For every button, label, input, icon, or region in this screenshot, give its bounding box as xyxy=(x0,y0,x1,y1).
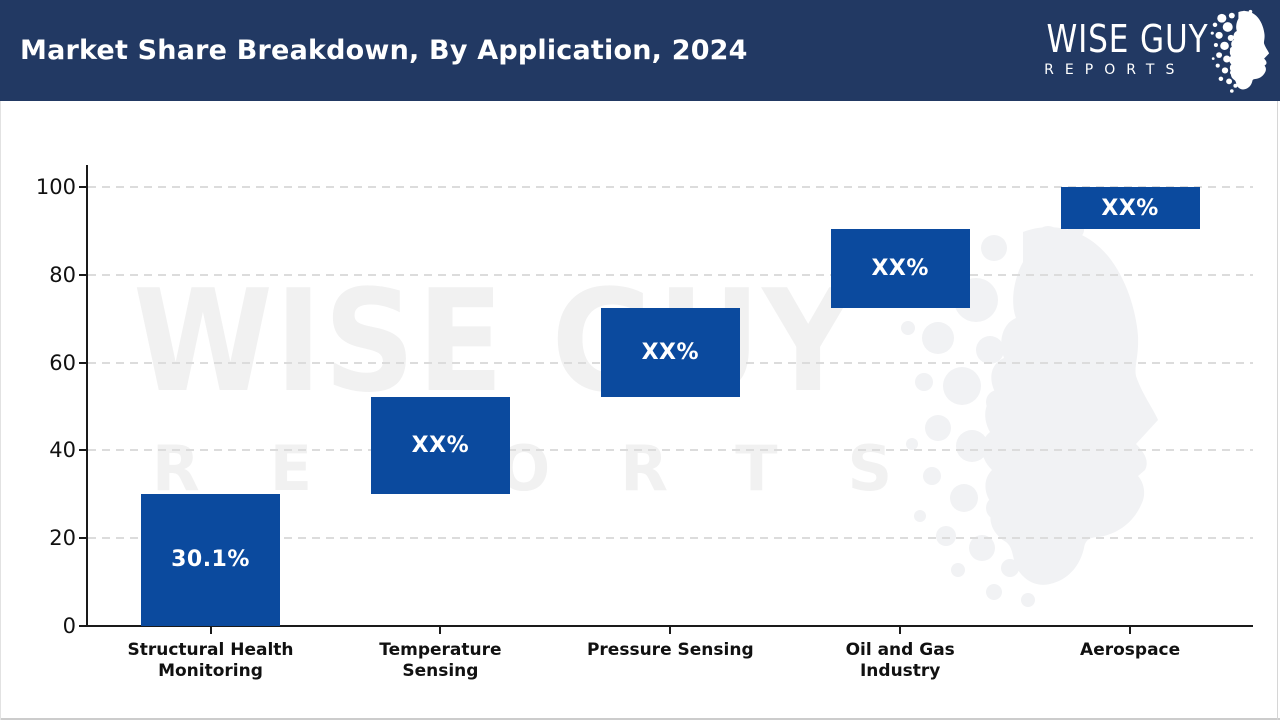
gridline-y-40 xyxy=(88,449,1253,452)
page-bottom-border xyxy=(0,718,1280,720)
y-tick-label: 40 xyxy=(49,438,76,463)
bar-1: 30.1% xyxy=(141,493,280,626)
bar-value-label: XX% xyxy=(641,339,700,365)
watermark-face-icon xyxy=(901,222,1158,607)
bar-4: XX% xyxy=(830,229,970,309)
logo-subtext: REPORTS xyxy=(1044,62,1186,78)
x-tick-label-line: Structural Health xyxy=(127,640,294,660)
x-tick-label-line: Oil and Gas xyxy=(845,640,955,660)
y-tick-label: 20 xyxy=(49,526,76,551)
y-tick-mark xyxy=(79,361,88,364)
gridline-y-20 xyxy=(88,537,1253,540)
x-tick-label-line: Temperature xyxy=(379,640,502,660)
x-tick-label: Structural Health Monitoring xyxy=(91,640,331,682)
page-left-border xyxy=(0,101,1,720)
bar-5: XX% xyxy=(1060,187,1200,230)
x-tick-label: Aerospace xyxy=(1010,640,1250,661)
x-tick-label: Pressure Sensing xyxy=(550,640,790,661)
x-tick-label: Oil and Gas Industry xyxy=(780,640,1020,682)
gridline-y-80 xyxy=(88,273,1253,276)
y-tick-mark xyxy=(79,186,88,188)
y-axis-spine xyxy=(86,165,88,627)
x-tick-mark xyxy=(669,627,672,634)
y-tick-label: 80 xyxy=(49,262,76,287)
page-title: Market Share Breakdown, By Application, … xyxy=(20,35,748,66)
y-tick-mark xyxy=(79,625,88,627)
brand-logo: WISE GUY REPORTS xyxy=(1006,0,1276,101)
x-tick-mark xyxy=(209,627,212,634)
x-axis-spine xyxy=(85,625,1253,627)
y-tick-label: 0 xyxy=(62,614,76,638)
header: Market Share Breakdown, By Application, … xyxy=(0,0,1280,101)
bar-3: XX% xyxy=(600,308,740,397)
watermark-subtext: REPORTS xyxy=(152,432,963,505)
logo-text: WISE GUY REPORTS xyxy=(1011,20,1208,77)
page-right-border xyxy=(1277,101,1278,720)
y-tick-label: 60 xyxy=(49,350,76,375)
bar-value-label: 30.1% xyxy=(171,547,250,573)
y-tick-mark xyxy=(79,273,88,276)
x-tick-label-line: Aerospace xyxy=(1080,640,1181,660)
x-tick-mark xyxy=(439,627,442,634)
logo-wordmark: WISE GUY xyxy=(1046,17,1208,61)
bar-2: XX% xyxy=(370,396,510,494)
x-tick-label-line: Industry xyxy=(859,661,941,681)
y-tick-label: 100 xyxy=(35,175,76,199)
bar-value-label: XX% xyxy=(411,432,470,458)
bar-value-label: XX% xyxy=(871,256,929,282)
logo-face-icon xyxy=(1210,9,1270,93)
x-tick-mark xyxy=(899,627,902,634)
bar-value-label: XX% xyxy=(1101,195,1159,221)
y-tick-mark xyxy=(79,537,88,540)
x-tick-label-line: Pressure Sensing xyxy=(586,640,754,660)
gridline-y-100 xyxy=(88,186,1253,188)
x-tick-mark xyxy=(1129,627,1132,634)
y-tick-mark xyxy=(79,449,88,452)
x-tick-label-line: Sensing xyxy=(402,661,479,681)
x-tick-label: Temperature Sensing xyxy=(320,640,560,682)
x-tick-label-line: Monitoring xyxy=(158,661,263,681)
